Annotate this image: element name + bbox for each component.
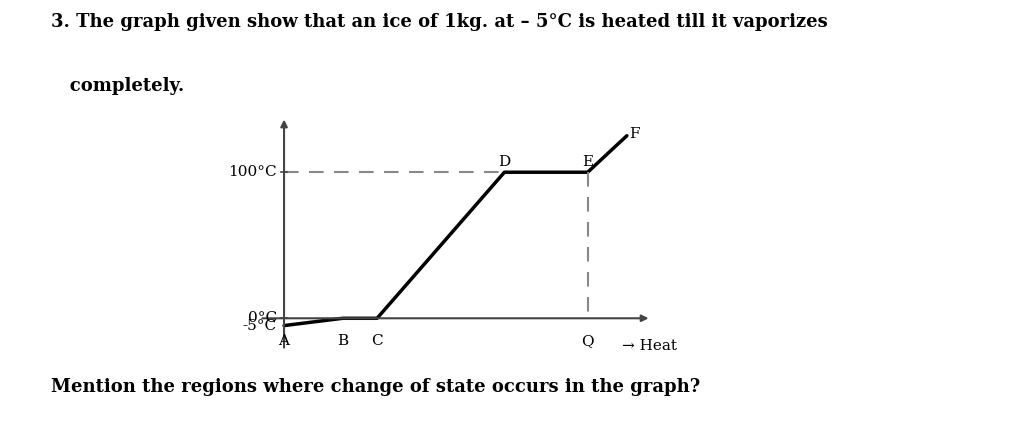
Text: B: B <box>337 334 348 348</box>
Text: 0°C: 0°C <box>248 311 276 325</box>
Text: → Heat: → Heat <box>622 339 677 353</box>
Text: 3. The graph given show that an ice of 1kg. at – 5°C is heated till it vaporizes: 3. The graph given show that an ice of 1… <box>51 13 828 31</box>
Text: completely.: completely. <box>51 77 184 95</box>
Text: C: C <box>372 334 383 348</box>
Text: 100°C: 100°C <box>228 165 276 179</box>
Text: -5°C: -5°C <box>243 319 276 333</box>
Text: Mention the regions where change of state occurs in the graph?: Mention the regions where change of stat… <box>51 378 700 396</box>
Text: D: D <box>499 155 511 169</box>
Text: A: A <box>279 334 290 348</box>
Text: F: F <box>630 127 640 141</box>
Text: E: E <box>582 155 593 169</box>
Text: Q: Q <box>582 334 594 348</box>
